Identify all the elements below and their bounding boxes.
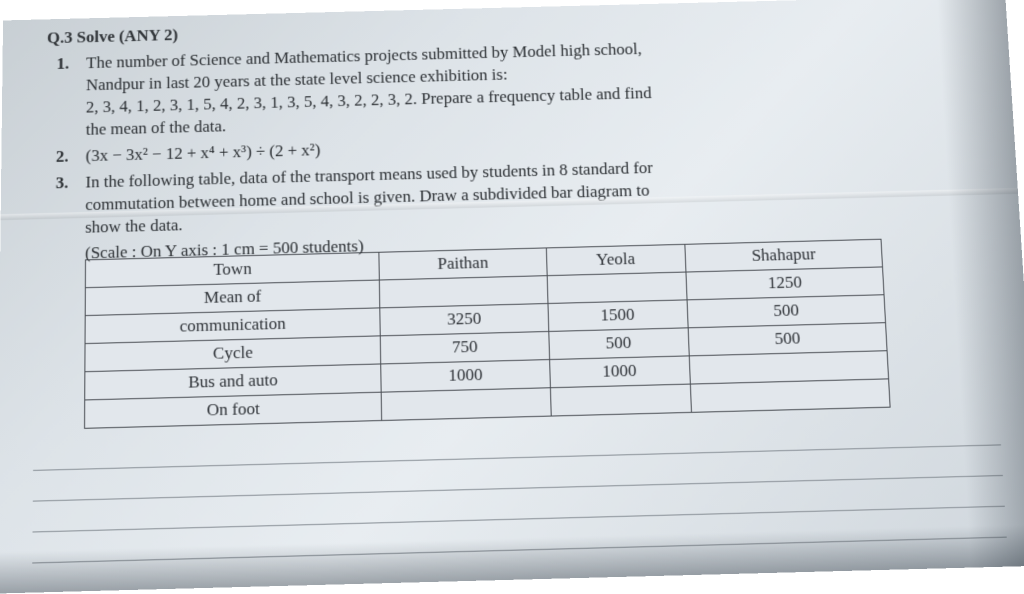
question-1: 1. The number of Science and Mathematics… (86, 31, 944, 141)
q2-number: 2. (56, 145, 86, 168)
q1-body: The number of Science and Mathematics pr… (86, 31, 944, 141)
table-cell: 1000 (381, 359, 550, 392)
q3-number: 3. (55, 172, 85, 240)
table-cell: 1500 (547, 299, 687, 331)
q1-number: 1. (56, 53, 86, 142)
table-cell (547, 272, 687, 303)
table-cell: 500 (548, 327, 689, 359)
table-cell (380, 275, 548, 307)
table-cell (690, 378, 891, 412)
col-paithan: Paithan (379, 247, 546, 279)
col-yeola: Yeola (546, 244, 686, 275)
transport-table: Town Paithan Yeola Shahapur Mean of 1250… (84, 238, 891, 428)
table-cell: 3250 (380, 303, 548, 335)
table-cell: 1000 (549, 355, 690, 387)
table-cell (550, 384, 691, 416)
worksheet-page: Q.3 Solve (ANY 2) 1. The number of Scien… (0, 0, 1024, 594)
ruled-lines (32, 414, 1006, 563)
table-cell: 750 (381, 331, 550, 363)
table-cell (382, 387, 551, 420)
